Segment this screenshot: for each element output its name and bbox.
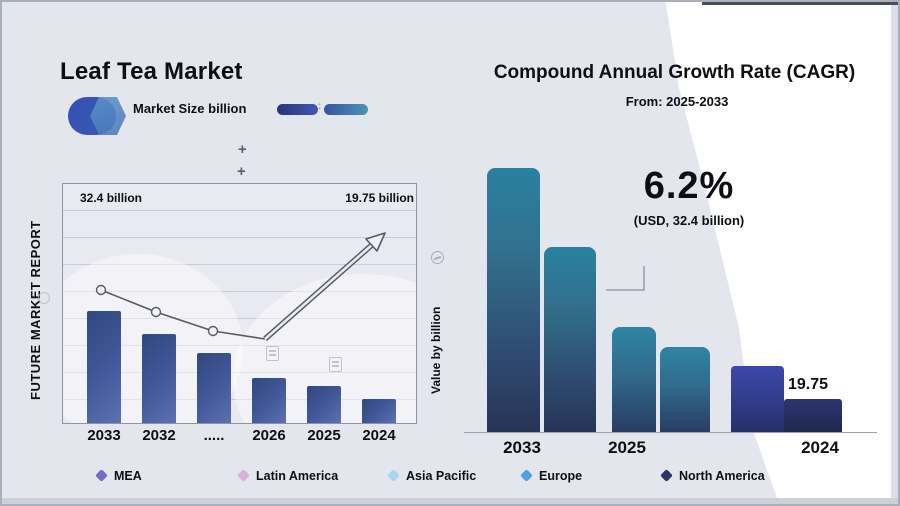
legend-diamond-icon	[520, 469, 533, 482]
value-annotation-19-75: 19.75	[788, 376, 829, 393]
left-chart-ylabel: FUTURE MARKET REPORT	[28, 220, 43, 400]
bar-2033-a	[487, 168, 540, 432]
x-tick-2032: 2032	[142, 427, 176, 444]
document-icon	[266, 346, 279, 361]
market-size-chart	[62, 183, 417, 424]
minus-circle-icon	[431, 251, 444, 264]
right-edge-strip	[891, 2, 898, 504]
legend-label: North America	[679, 469, 765, 483]
decorative-pill-teal	[324, 104, 368, 115]
cagr-subtitle: From: 2025-2033	[625, 94, 729, 109]
bar-2024	[362, 399, 396, 423]
plus-mark-icon: +	[238, 141, 247, 158]
pill-separator: :	[318, 101, 322, 112]
bar-dots	[197, 353, 231, 423]
cagr-note: (USD, 32.4 billion)	[633, 213, 745, 228]
bottom-shadow-strip	[2, 498, 898, 504]
legend-diamond-icon	[660, 469, 673, 482]
bar-2025-b	[660, 347, 710, 432]
trend-line-arrow	[95, 232, 386, 342]
legend-diamond-icon	[237, 469, 250, 482]
cagr-title: Compound Annual Growth Rate (CAGR)	[493, 62, 856, 83]
brand-logo-icon	[68, 97, 126, 135]
x-tick-2033: 2033	[87, 427, 121, 444]
x-tick-2024: 2024	[362, 427, 396, 444]
bar-2024-b	[784, 399, 842, 432]
right-chart-ylabel: Value by billion	[429, 306, 443, 394]
bar-2032	[142, 334, 176, 423]
legend-label: Latin America	[256, 469, 339, 483]
x-tick-dots: .....	[203, 427, 225, 444]
legend-label: Europe	[539, 469, 583, 483]
bar-2026	[252, 378, 286, 423]
page-title: Leaf Tea Market	[60, 58, 243, 85]
x-tick-2026: 2026	[252, 427, 286, 444]
step-line-decoration	[606, 266, 645, 291]
x-tick-2025: 2025	[608, 438, 646, 457]
chart-value-label-left: 32.4 billion	[80, 191, 143, 205]
bar-2025-a	[612, 327, 656, 432]
document-icon	[329, 357, 342, 372]
bar-2033	[87, 311, 121, 423]
x-tick-2033: 2033	[503, 438, 541, 457]
legend-diamond-icon	[387, 469, 400, 482]
decorative-pill-blue	[277, 104, 318, 115]
watermark-circle-icon	[38, 292, 50, 304]
legend-label: Asia Pacific	[406, 469, 477, 483]
top-border-line	[702, 2, 898, 5]
x-tick-2025: 2025	[307, 427, 341, 444]
x-tick-2024: 2024	[801, 438, 839, 457]
cagr-value: 6.2%	[643, 165, 735, 207]
chart-value-label-right: 19.75 billion	[345, 191, 414, 205]
bar-2033-b	[544, 247, 596, 432]
chart-gridlines	[63, 184, 416, 423]
plus-mark-icon: +	[237, 163, 246, 180]
market-size-label: Market Size billion	[133, 101, 247, 116]
legend-label: MEA	[114, 469, 142, 483]
cagr-chart	[464, 152, 877, 433]
bar-2025	[307, 386, 341, 423]
bar-2024-a	[731, 366, 784, 432]
x-axis-line	[464, 431, 877, 433]
legend-diamond-icon	[95, 469, 108, 482]
